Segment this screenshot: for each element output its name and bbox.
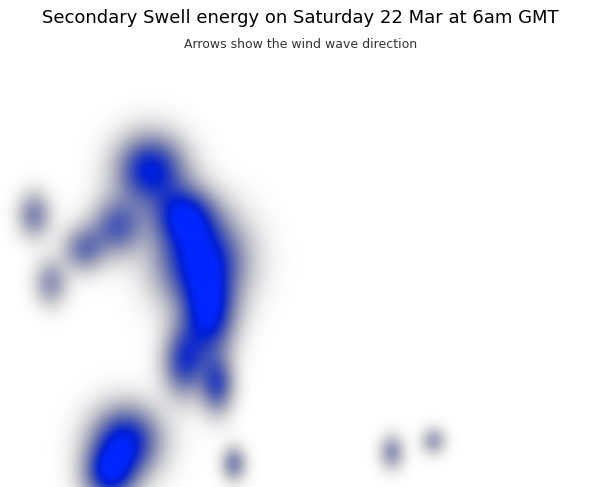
Text: Arrows show the wind wave direction: Arrows show the wind wave direction [184,38,417,51]
Text: Secondary Swell energy on Saturday 22 Mar at 6am GMT: Secondary Swell energy on Saturday 22 Ma… [42,9,559,27]
